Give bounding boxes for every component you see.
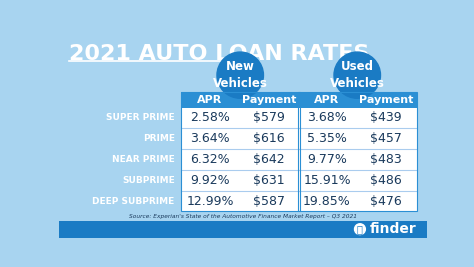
Bar: [181, 191, 300, 211]
Bar: [298, 170, 417, 191]
Text: SUPER PRIME: SUPER PRIME: [106, 113, 175, 122]
Text: Used
Vehicles: Used Vehicles: [330, 60, 385, 90]
Text: $587: $587: [253, 195, 285, 207]
Bar: [298, 108, 417, 128]
Text: ⌕: ⌕: [357, 224, 363, 234]
Text: 2021 AUTO LOAN RATES: 2021 AUTO LOAN RATES: [69, 44, 369, 64]
Bar: [298, 92, 417, 211]
Text: $631: $631: [254, 174, 285, 187]
Bar: [181, 92, 300, 108]
Text: APR: APR: [197, 95, 223, 105]
Text: finder: finder: [369, 222, 416, 236]
Circle shape: [355, 224, 365, 234]
Text: 19.85%: 19.85%: [303, 195, 351, 207]
Text: SUBPRIME: SUBPRIME: [122, 176, 175, 185]
Text: 3.68%: 3.68%: [307, 111, 347, 124]
Text: 6.32%: 6.32%: [190, 153, 230, 166]
Bar: [298, 149, 417, 170]
Text: $579: $579: [253, 111, 285, 124]
Text: 5.35%: 5.35%: [307, 132, 347, 145]
Text: Payment: Payment: [359, 95, 413, 105]
Text: NEAR PRIME: NEAR PRIME: [112, 155, 175, 164]
Bar: [181, 128, 300, 149]
Text: $616: $616: [254, 132, 285, 145]
Text: $483: $483: [370, 153, 402, 166]
Text: $486: $486: [370, 174, 402, 187]
Text: $642: $642: [254, 153, 285, 166]
Text: Source: Experian's State of the Automotive Finance Market Report – Q3 2021: Source: Experian's State of the Automoti…: [129, 214, 357, 219]
Text: DEEP SUBPRIME: DEEP SUBPRIME: [92, 197, 175, 206]
Text: 9.92%: 9.92%: [190, 174, 230, 187]
Bar: [298, 92, 417, 108]
Text: $457: $457: [370, 132, 402, 145]
Circle shape: [217, 52, 264, 98]
Text: $439: $439: [371, 111, 402, 124]
Bar: [59, 221, 427, 238]
Text: PRIME: PRIME: [143, 134, 175, 143]
Bar: [298, 191, 417, 211]
Text: 9.77%: 9.77%: [307, 153, 347, 166]
Text: $476: $476: [370, 195, 402, 207]
Bar: [181, 149, 300, 170]
Text: 2.58%: 2.58%: [190, 111, 230, 124]
Text: New
Vehicles: New Vehicles: [213, 60, 268, 90]
Text: 12.99%: 12.99%: [186, 195, 234, 207]
Bar: [181, 108, 300, 128]
Bar: [181, 170, 300, 191]
Bar: [298, 128, 417, 149]
Circle shape: [334, 52, 381, 98]
Bar: [181, 92, 300, 211]
Text: APR: APR: [314, 95, 340, 105]
Text: 3.64%: 3.64%: [190, 132, 230, 145]
Text: 15.91%: 15.91%: [303, 174, 351, 187]
Text: Payment: Payment: [242, 95, 296, 105]
